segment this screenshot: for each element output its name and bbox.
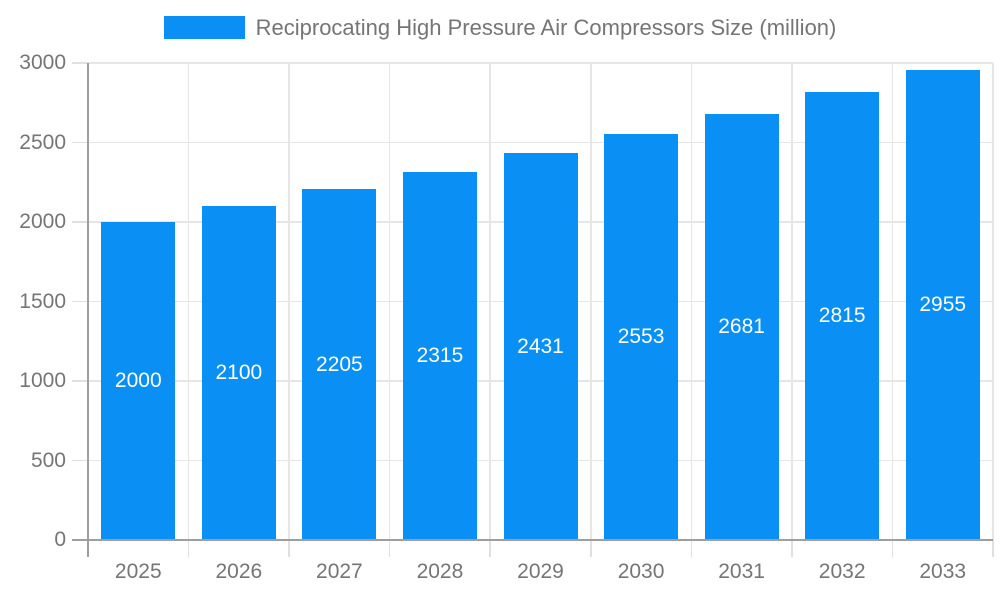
- bar[interactable]: 2815: [805, 92, 880, 540]
- y-tick-label: 2000: [19, 210, 66, 233]
- bar[interactable]: 2681: [704, 113, 779, 540]
- y-tick-mark: [72, 221, 88, 223]
- x-tick-label: 2027: [316, 560, 363, 583]
- x-axis-line: [72, 539, 993, 541]
- x-tick-label: 2030: [617, 560, 665, 583]
- y-tick-mark: [72, 62, 88, 64]
- legend-label: Reciprocating High Pressure Air Compress…: [255, 15, 837, 40]
- y-tick-label: 3000: [19, 51, 66, 74]
- legend-swatch-icon: [163, 16, 245, 39]
- x-tick-mark: [489, 540, 491, 557]
- x-tick-label: 2031: [718, 560, 765, 583]
- x-tick-mark: [590, 540, 592, 557]
- bar-value-label: 2000: [114, 369, 162, 392]
- y-axis-line: [87, 63, 89, 557]
- bar-value-label: 2553: [617, 325, 665, 349]
- y-tick-mark: [72, 141, 88, 144]
- bar[interactable]: 2955: [905, 70, 980, 540]
- gridline-vertical: [891, 63, 894, 540]
- bar-value-label: 2431: [517, 334, 564, 358]
- x-tick-mark: [288, 540, 290, 557]
- y-tick-mark: [72, 300, 88, 303]
- bar[interactable]: 2205: [302, 189, 377, 540]
- gridline-vertical: [690, 63, 693, 540]
- bar[interactable]: 2431: [503, 153, 578, 540]
- bar-value-label: 2315: [416, 343, 464, 367]
- gridline-horizontal: [88, 141, 993, 144]
- y-tick-mark: [72, 459, 88, 462]
- x-tick-mark: [891, 540, 894, 557]
- gridline-vertical: [590, 63, 592, 540]
- x-tick-mark: [791, 540, 793, 557]
- x-tick-label: 2025: [114, 560, 162, 583]
- bar[interactable]: 2000: [101, 222, 176, 540]
- gridline-vertical: [288, 63, 290, 540]
- y-tick-label: 1500: [19, 289, 66, 313]
- x-tick-mark: [388, 540, 391, 557]
- x-tick-label: 2026: [215, 560, 263, 583]
- y-tick-label: 500: [30, 448, 66, 472]
- y-tick-label: 2500: [19, 130, 66, 154]
- x-tick-label: 2029: [517, 560, 564, 583]
- bar-value-label: 2955: [919, 293, 967, 317]
- gridline-vertical: [791, 63, 793, 540]
- bar[interactable]: 2315: [402, 171, 477, 540]
- y-tick-mark: [72, 380, 88, 382]
- gridline-horizontal: [88, 62, 993, 64]
- y-tick-label: 1000: [19, 369, 66, 392]
- bar[interactable]: 2553: [604, 134, 679, 540]
- y-tick-label: 0: [54, 528, 66, 551]
- bar[interactable]: 2100: [201, 206, 276, 540]
- x-tick-mark: [187, 540, 190, 557]
- gridline-vertical: [489, 63, 491, 540]
- bar-value-label: 2100: [215, 361, 263, 385]
- chart-legend: Reciprocating High Pressure Air Compress…: [0, 16, 1000, 39]
- x-tick-label: 2033: [919, 560, 967, 583]
- x-tick-mark: [992, 540, 994, 557]
- gridline-vertical: [187, 63, 190, 540]
- x-tick-label: 2028: [416, 560, 464, 583]
- x-tick-mark: [690, 540, 693, 557]
- legend-item[interactable]: Reciprocating High Pressure Air Compress…: [163, 15, 837, 40]
- bar-value-label: 2681: [718, 314, 765, 338]
- x-tick-label: 2032: [818, 560, 866, 583]
- gridline-vertical: [388, 63, 391, 540]
- bar-value-label: 2205: [316, 352, 363, 376]
- bar-value-label: 2815: [818, 304, 866, 328]
- gridline-vertical: [992, 63, 994, 540]
